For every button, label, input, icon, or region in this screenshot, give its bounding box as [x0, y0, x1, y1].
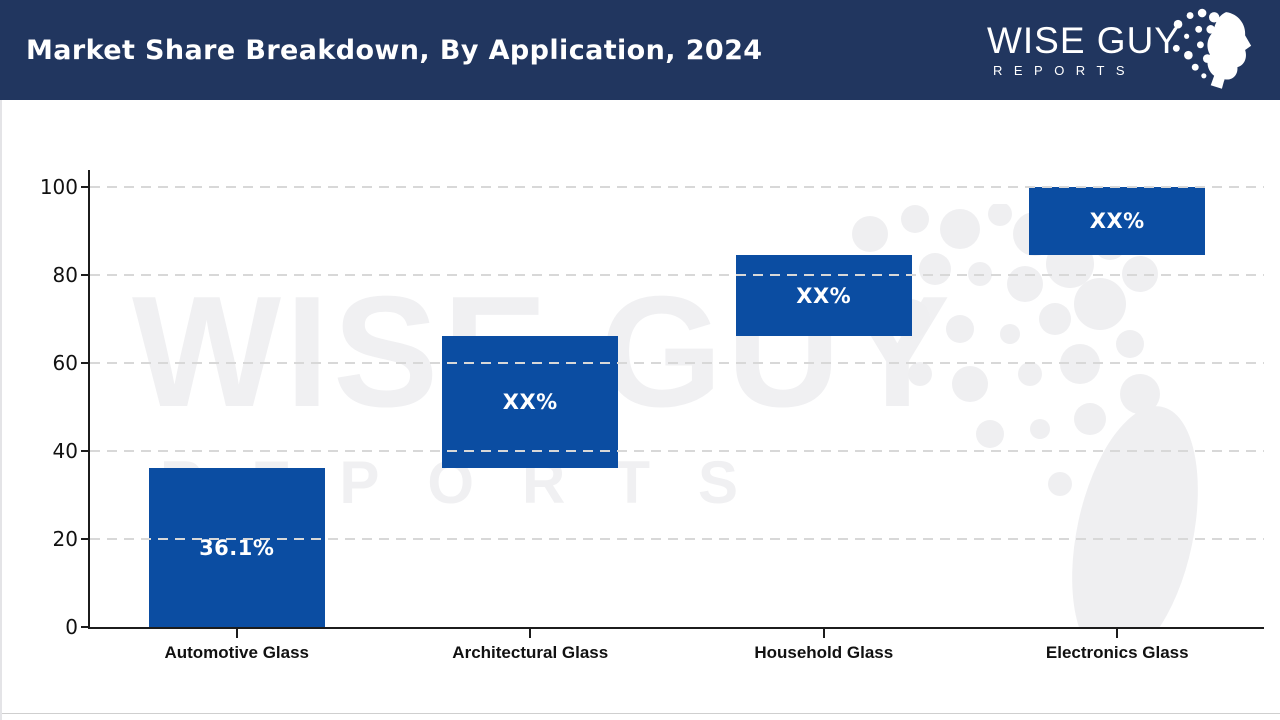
y-tick-label: 20	[52, 527, 78, 551]
x-tick-mark	[235, 629, 238, 638]
y-tick-mark	[81, 626, 90, 628]
waterfall-chart: 0 20 40 60 80 100 36.1% Automotive Glass XX% Arch…	[2, 100, 1280, 720]
gridline	[90, 274, 1264, 276]
y-tick-mark	[81, 450, 90, 452]
bar-architectural-glass: XX%	[442, 336, 619, 469]
y-tick-label: 100	[39, 175, 78, 199]
logo-face-icon	[1172, 8, 1252, 89]
x-axis	[88, 627, 1264, 629]
x-category-label: Automotive Glass	[164, 643, 310, 662]
y-axis	[88, 170, 90, 627]
gridline	[90, 362, 1264, 364]
logo-wordmark-block: WISE GUY REPORTS	[986, 20, 1180, 79]
gridline	[90, 186, 1264, 188]
bar-electronics-glass: XX%	[1029, 187, 1206, 256]
y-tick-label: 40	[52, 439, 78, 463]
bar-value-label: XX%	[1089, 209, 1145, 234]
y-tick-label: 0	[65, 615, 78, 639]
logo-subtext: REPORTS	[992, 63, 1137, 78]
chart-area: WISE GUY REPORTS 0 20 40 60 80 100 36.1% Automo…	[0, 100, 1280, 720]
wiseguy-logo: WISE GUY REPORTS	[987, 7, 1254, 93]
y-tick-label: 80	[52, 263, 78, 287]
header: Market Share Breakdown, By Application, …	[0, 0, 1280, 100]
x-tick-mark	[822, 629, 825, 638]
y-tick-mark	[81, 538, 90, 540]
y-tick-mark	[81, 362, 90, 364]
x-category-label: Household Glass	[754, 643, 894, 662]
gridline	[90, 450, 1264, 452]
gridline	[90, 538, 1264, 540]
y-tick-mark	[81, 186, 90, 188]
bar-household-glass: XX%	[735, 255, 912, 337]
bar-automotive-glass: 36.1%	[148, 468, 325, 627]
logo-wordmark: WISE GUY	[986, 20, 1180, 61]
y-tick-mark	[81, 274, 90, 276]
x-category-label: Electronics Glass	[1045, 643, 1189, 662]
bar-value-label: XX%	[796, 283, 852, 308]
bottom-divider	[2, 713, 1280, 714]
bar-value-label: XX%	[502, 390, 558, 415]
page-title: Market Share Breakdown, By Application, …	[26, 34, 763, 66]
x-tick-mark	[1116, 629, 1119, 638]
x-tick-mark	[529, 629, 532, 638]
y-tick-label: 60	[52, 351, 78, 375]
x-category-label: Architectural Glass	[452, 643, 609, 662]
